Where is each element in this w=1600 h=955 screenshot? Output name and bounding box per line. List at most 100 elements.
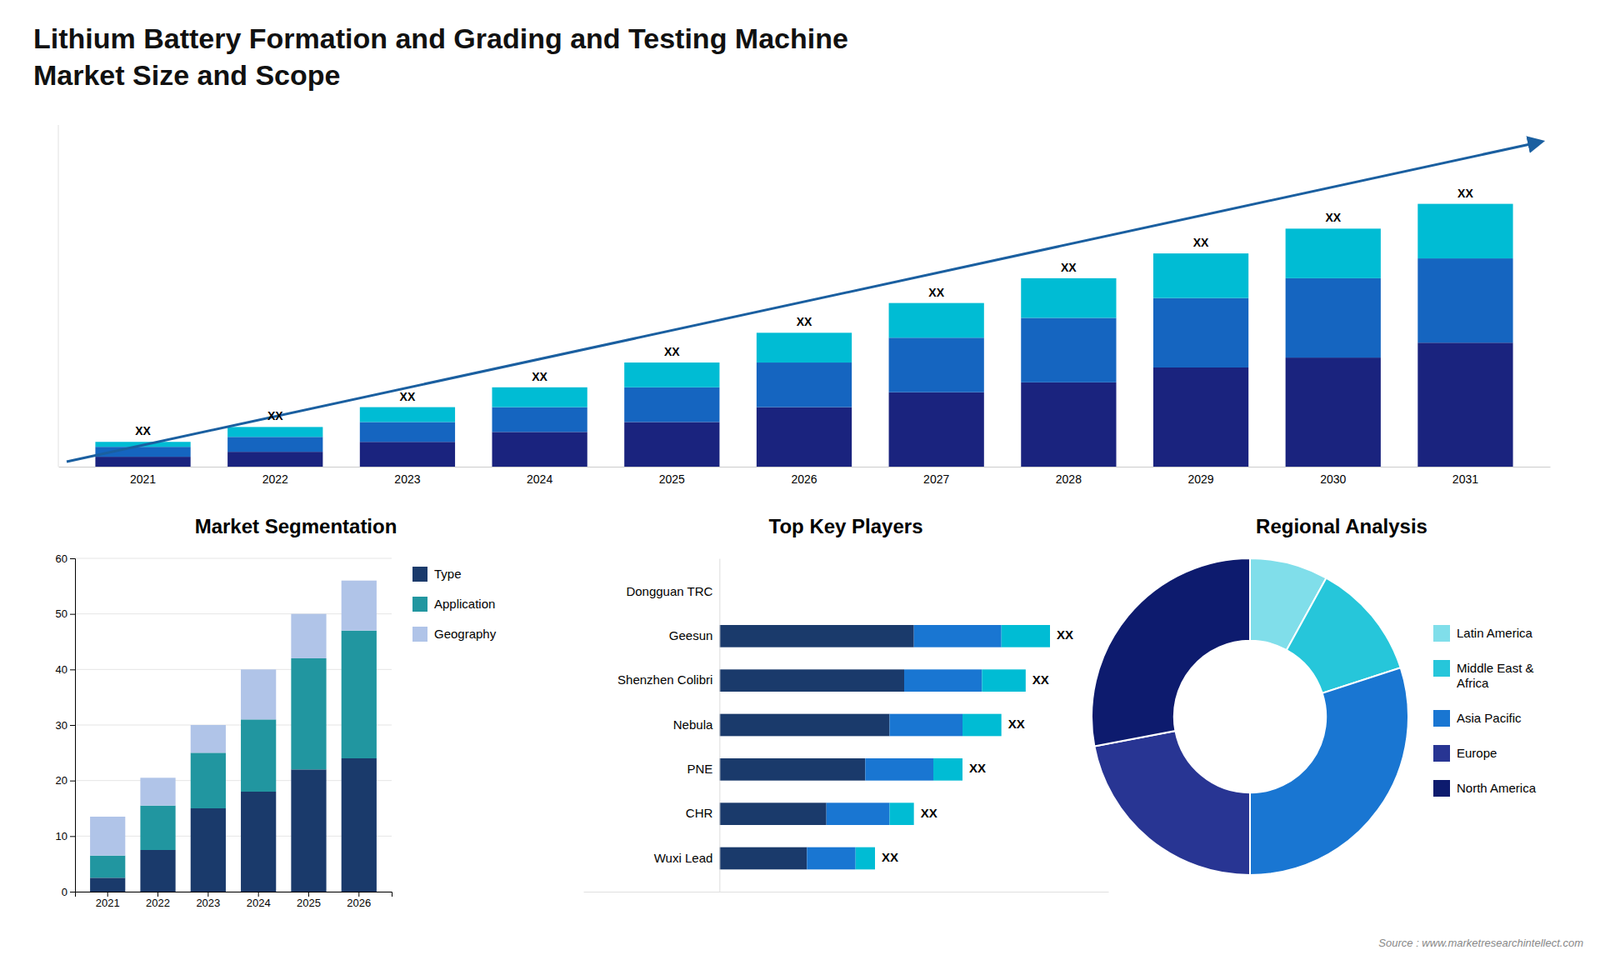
axis: 0102030405060: [55, 552, 76, 899]
tick-mark: [70, 725, 75, 726]
legend-item: Application: [412, 596, 495, 612]
tick: 2029: [1187, 466, 1214, 486]
tick-label: 2026: [790, 472, 817, 486]
legend-item: Latin America: [1433, 625, 1534, 642]
tick: Dongguan TRC: [625, 584, 720, 599]
annotation: XX: [267, 409, 284, 423]
bar: [1285, 357, 1381, 467]
bar: [719, 669, 905, 692]
tick-label: 60: [55, 552, 68, 565]
legend-label: Type: [434, 566, 462, 581]
annotation: XX: [135, 424, 151, 438]
page: Lithium Battery Formation and Grading an…: [0, 0, 1600, 955]
tick: 2024: [526, 466, 553, 486]
bar: [290, 658, 326, 770]
legend: Latin AmericaMiddle East &AfricaAsia Pac…: [1433, 625, 1537, 797]
bar: [1153, 253, 1249, 299]
series: [95, 258, 1513, 457]
bar: [719, 625, 914, 648]
series: [719, 625, 914, 870]
tick-label: 2027: [923, 472, 950, 486]
bar: [624, 387, 720, 423]
tick-label: 30: [55, 719, 68, 732]
tick: 20: [55, 774, 75, 787]
tick-label: 2023: [394, 472, 420, 486]
tick-label: Dongguan TRC: [625, 584, 713, 599]
bar: [890, 802, 915, 825]
legend-swatch: [1433, 660, 1450, 677]
tick-label: 2022: [262, 472, 289, 486]
bar: [1417, 258, 1513, 343]
bar: [90, 877, 125, 892]
bar: [826, 802, 890, 825]
annotation: XX: [928, 285, 945, 300]
bar: [1285, 228, 1381, 279]
bar: [240, 791, 276, 892]
tick: 40: [55, 663, 75, 676]
legend-label: Europe: [1456, 745, 1497, 760]
tick: 10: [55, 830, 75, 843]
bar: [140, 850, 175, 892]
tick: CHR: [685, 805, 720, 820]
bar: [1153, 367, 1249, 467]
annotation: XX: [531, 370, 548, 384]
legend-swatch: [412, 596, 428, 612]
slice: [1094, 730, 1250, 875]
bar: [889, 303, 985, 339]
annotation: XX: [920, 805, 938, 820]
tick: 2022: [262, 466, 289, 486]
tick-mark: [70, 669, 75, 670]
bar: [1417, 204, 1513, 259]
bar: [624, 362, 720, 388]
series: [806, 625, 1001, 870]
chart-title: Regional Analysis: [1255, 515, 1428, 538]
bar: [1417, 342, 1513, 467]
bar: [889, 337, 985, 392]
tick-label: 2021: [95, 896, 120, 910]
bar: [806, 847, 855, 870]
bar: [933, 758, 963, 781]
bar: [981, 669, 1026, 692]
slice: [1091, 558, 1250, 747]
tick: 2021: [130, 466, 156, 486]
bar: [1153, 298, 1249, 368]
legend-swatch: [1433, 710, 1450, 727]
tick-label: 2030: [1320, 472, 1346, 486]
annotations: XXXXXXXXXXXXXXXXXXXXXX: [135, 186, 1474, 439]
axis: 2021202220232024202520262027202820292030…: [59, 466, 1551, 486]
plot: [719, 625, 1050, 870]
bar: [624, 421, 720, 467]
legend-swatch: [1433, 745, 1450, 762]
tick-label: 2031: [1452, 472, 1479, 486]
legend-label: Application: [434, 596, 495, 611]
bar: [889, 392, 985, 467]
tick-label: Geesun: [669, 628, 714, 643]
annotations: XXXXXXXXXXXX: [881, 627, 1074, 865]
tick-label: 10: [55, 830, 68, 843]
annotation: XX: [400, 390, 416, 404]
tick: 30: [55, 719, 75, 732]
bar: [227, 451, 323, 467]
chart-title: Top Key Players: [769, 515, 924, 538]
tick-label: CHR: [685, 805, 714, 820]
bar: [90, 855, 125, 879]
bar: [855, 847, 875, 870]
bar: [491, 387, 587, 408]
bar: [756, 332, 852, 363]
bar: [240, 719, 276, 792]
annotation: XX: [1056, 627, 1074, 642]
bar: [95, 456, 190, 467]
source-note: Source : www.marketresearchintellect.com: [1378, 936, 1584, 950]
plot: [90, 580, 377, 892]
legend-item: Asia Pacific: [1433, 710, 1522, 727]
legend-swatch: [1433, 780, 1450, 797]
axis-line: [719, 559, 720, 893]
bar: [1020, 278, 1116, 319]
tick-label: 2025: [296, 896, 321, 910]
bar: [865, 758, 934, 781]
tick-label: Shenzhen Colibri: [617, 672, 713, 687]
annotation: XX: [1008, 716, 1025, 731]
bar: [719, 758, 865, 781]
legend-item: Europe: [1433, 745, 1497, 762]
tick: 2026: [346, 891, 371, 910]
